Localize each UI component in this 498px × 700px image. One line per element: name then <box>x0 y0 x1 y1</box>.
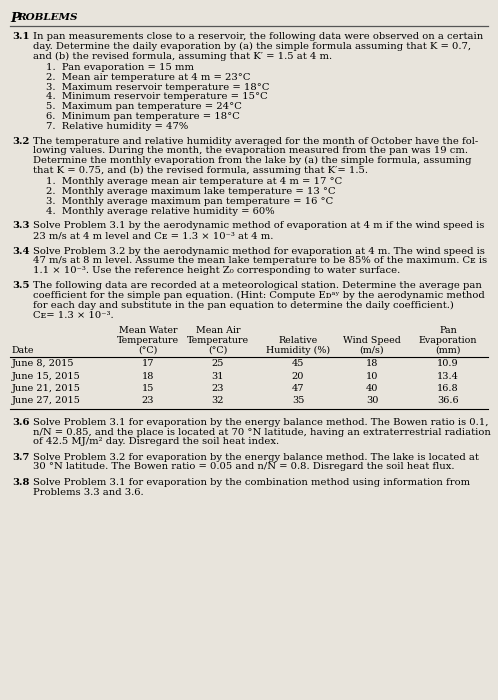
Text: 6.  Minimum pan temperature = 18°C: 6. Minimum pan temperature = 18°C <box>46 112 240 121</box>
Text: 15: 15 <box>142 384 154 393</box>
Text: ROBLEMS: ROBLEMS <box>17 13 78 22</box>
Text: June 21, 2015: June 21, 2015 <box>12 384 81 393</box>
Text: 30: 30 <box>366 396 378 405</box>
Text: 47 m/s at 8 m level. Assume the mean lake temperature to be 85% of the maximum. : 47 m/s at 8 m level. Assume the mean lak… <box>33 256 487 265</box>
Text: Mean Air: Mean Air <box>196 326 240 335</box>
Text: 4.  Monthly average relative humidity = 60%: 4. Monthly average relative humidity = 6… <box>46 206 274 216</box>
Text: 30 °N latitude. The Bowen ratio = 0.05 and n/N = 0.8. Disregard the soil heat fl: 30 °N latitude. The Bowen ratio = 0.05 a… <box>33 463 455 471</box>
Text: 3.5: 3.5 <box>12 281 29 290</box>
Text: Wind Speed: Wind Speed <box>343 336 401 345</box>
Text: June 27, 2015: June 27, 2015 <box>12 396 81 405</box>
Text: June 15, 2015: June 15, 2015 <box>12 372 81 381</box>
Text: 35: 35 <box>292 396 304 405</box>
Text: 23: 23 <box>142 396 154 405</box>
Text: 5.  Maximum pan temperature = 24°C: 5. Maximum pan temperature = 24°C <box>46 102 242 111</box>
Text: 3.8: 3.8 <box>12 477 29 486</box>
Text: 10.9: 10.9 <box>437 360 459 368</box>
Text: 13.4: 13.4 <box>437 372 459 381</box>
Text: (m/s): (m/s) <box>360 346 384 355</box>
Text: Evaporation: Evaporation <box>419 336 477 345</box>
Text: 3.2: 3.2 <box>12 136 29 146</box>
Text: 7.  Relative humidity = 47%: 7. Relative humidity = 47% <box>46 122 188 131</box>
Text: P: P <box>10 12 20 25</box>
Text: 23: 23 <box>212 384 224 393</box>
Text: 1.  Pan evaporation = 15 mm: 1. Pan evaporation = 15 mm <box>46 63 194 72</box>
Text: 25: 25 <box>212 360 224 368</box>
Text: Humidity (%): Humidity (%) <box>266 346 330 355</box>
Text: 10: 10 <box>366 372 378 381</box>
Text: lowing values. During the month, the evaporation measured from the pan was 19 cm: lowing values. During the month, the eva… <box>33 146 468 155</box>
Text: (mm): (mm) <box>435 346 461 355</box>
Text: 3.  Maximum reservoir temperature = 18°C: 3. Maximum reservoir temperature = 18°C <box>46 83 269 92</box>
Text: day. Determine the daily evaporation by (a) the simple formula assuming that K =: day. Determine the daily evaporation by … <box>33 42 471 51</box>
Text: Cᴇ= 1.3 × 10⁻³.: Cᴇ= 1.3 × 10⁻³. <box>33 311 114 320</box>
Text: 3.  Monthly average maximum pan temperature = 16 °C: 3. Monthly average maximum pan temperatu… <box>46 197 333 206</box>
Text: 2.  Mean air temperature at 4 m = 23°C: 2. Mean air temperature at 4 m = 23°C <box>46 73 250 82</box>
Text: Determine the monthly evaporation from the lake by (a) the simple formula, assum: Determine the monthly evaporation from t… <box>33 156 472 165</box>
Text: Mean Water: Mean Water <box>119 326 177 335</box>
Text: Solve Problem 3.1 for evaporation by the combination method using information fr: Solve Problem 3.1 for evaporation by the… <box>33 477 470 486</box>
Text: 18: 18 <box>366 360 378 368</box>
Text: Relative: Relative <box>278 336 318 345</box>
Text: for each day and substitute in the pan equation to determine the daily coefficie: for each day and substitute in the pan e… <box>33 301 454 310</box>
Text: 17: 17 <box>142 360 154 368</box>
Text: Solve Problem 3.1 for evaporation by the energy balance method. The Bowen ratio : Solve Problem 3.1 for evaporation by the… <box>33 418 489 427</box>
Text: The temperature and relative humidity averaged for the month of October have the: The temperature and relative humidity av… <box>33 136 478 146</box>
Text: that K = 0.75, and (b) the revised formula, assuming that K′= 1.5.: that K = 0.75, and (b) the revised formu… <box>33 166 368 175</box>
Text: 3.7: 3.7 <box>12 453 29 461</box>
Text: Temperature: Temperature <box>187 336 249 345</box>
Text: Solve Problem 3.2 for evaporation by the energy balance method. The lake is loca: Solve Problem 3.2 for evaporation by the… <box>33 453 479 461</box>
Text: 20: 20 <box>292 372 304 381</box>
Text: n/N = 0.85, and the place is located at 70 °N latitude, having an extraterrestri: n/N = 0.85, and the place is located at … <box>33 428 491 437</box>
Text: 31: 31 <box>212 372 224 381</box>
Text: Pan: Pan <box>439 326 457 335</box>
Text: The following data are recorded at a meteorological station. Determine the avera: The following data are recorded at a met… <box>33 281 482 290</box>
Text: 23 m/s at 4 m level and Cᴇ = 1.3 × 10⁻³ at 4 m.: 23 m/s at 4 m level and Cᴇ = 1.3 × 10⁻³ … <box>33 231 273 240</box>
Text: Solve Problem 3.2 by the aerodynamic method for evaporation at 4 m. The wind spe: Solve Problem 3.2 by the aerodynamic met… <box>33 246 485 256</box>
Text: 3.1: 3.1 <box>12 32 29 41</box>
Text: coefficient for the simple pan equation. (Hint: Compute Eᴅᵃʸ by the aerodynamic : coefficient for the simple pan equation.… <box>33 291 485 300</box>
Text: 1.1 × 10⁻³. Use the reference height Z₀ corresponding to water surface.: 1.1 × 10⁻³. Use the reference height Z₀ … <box>33 266 400 275</box>
Text: 4.  Minimum reservoir temperature = 15°C: 4. Minimum reservoir temperature = 15°C <box>46 92 268 102</box>
Text: (°C): (°C) <box>208 346 228 355</box>
Text: 2.  Monthly average maximum lake temperature = 13 °C: 2. Monthly average maximum lake temperat… <box>46 187 336 196</box>
Text: 18: 18 <box>142 372 154 381</box>
Text: (°C): (°C) <box>138 346 158 355</box>
Text: and (b) the revised formula, assuming that K′ = 1.5 at 4 m.: and (b) the revised formula, assuming th… <box>33 52 332 61</box>
Text: of 42.5 MJ/m² day. Disregard the soil heat index.: of 42.5 MJ/m² day. Disregard the soil he… <box>33 438 279 447</box>
Text: 36.6: 36.6 <box>437 396 459 405</box>
Text: 1.  Monthly average mean air temperature at 4 m = 17 °C: 1. Monthly average mean air temperature … <box>46 177 342 186</box>
Text: 45: 45 <box>292 360 304 368</box>
Text: In pan measurements close to a reservoir, the following data were observed on a : In pan measurements close to a reservoir… <box>33 32 483 41</box>
Text: 3.3: 3.3 <box>12 221 29 230</box>
Text: Temperature: Temperature <box>117 336 179 345</box>
Text: 3.6: 3.6 <box>12 418 29 427</box>
Text: 16.8: 16.8 <box>437 384 459 393</box>
Text: 3.4: 3.4 <box>12 246 29 256</box>
Text: Solve Problem 3.1 by the aerodynamic method of evaporation at 4 m if the wind sp: Solve Problem 3.1 by the aerodynamic met… <box>33 221 485 230</box>
Text: June 8, 2015: June 8, 2015 <box>12 360 75 368</box>
Text: Problems 3.3 and 3.6.: Problems 3.3 and 3.6. <box>33 487 143 496</box>
Text: 40: 40 <box>366 384 378 393</box>
Text: 47: 47 <box>292 384 304 393</box>
Text: Date: Date <box>12 346 34 355</box>
Text: 32: 32 <box>212 396 224 405</box>
